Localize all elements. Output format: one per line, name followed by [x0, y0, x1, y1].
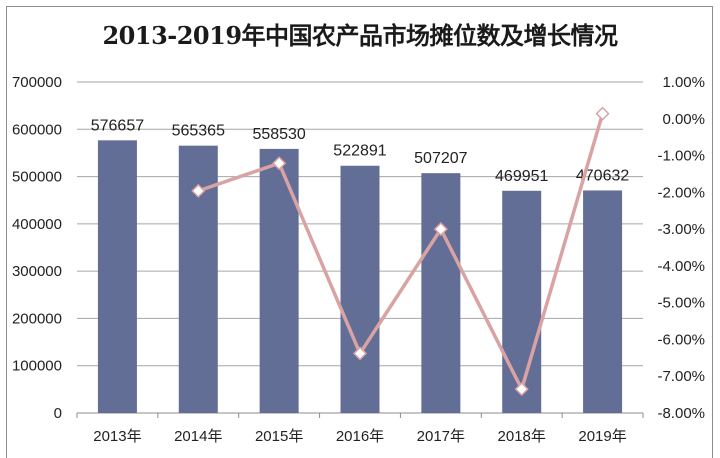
right-axis-tick: -8.00% — [657, 405, 705, 422]
right-axis-tick: -3.00% — [657, 221, 705, 238]
bar-data-label: 522891 — [333, 143, 386, 160]
left-axis-tick: 100000 — [12, 358, 62, 375]
bar-data-label: 558530 — [252, 126, 305, 143]
diamond-marker-icon — [514, 382, 529, 397]
right-axis-tick: -4.00% — [657, 258, 705, 275]
left-axis-tick: 300000 — [12, 263, 62, 280]
chart-frame — [6, 6, 713, 458]
right-axis-tick: -5.00% — [657, 295, 705, 312]
diamond-marker-icon — [595, 106, 610, 121]
left-axis-tick: 700000 — [12, 74, 62, 91]
left-axis-tick: 0 — [54, 405, 62, 422]
right-axis-tick: 1.00% — [662, 74, 705, 91]
bar-2017年 — [421, 173, 461, 413]
bar-2018年 — [502, 190, 542, 413]
diamond-marker-icon — [352, 346, 368, 361]
bar-2016年 — [340, 165, 380, 413]
x-axis-category-label: 2019年 — [578, 428, 626, 445]
x-axis-category-label: 2016年 — [336, 428, 384, 445]
bar-2015年 — [259, 148, 299, 414]
bar-data-label: 469951 — [495, 168, 548, 185]
x-axis-category-label: 2017年 — [417, 428, 465, 445]
diamond-marker-icon — [191, 183, 206, 198]
left-axis-tick: 400000 — [12, 216, 62, 233]
chart-title: 2013-2019年中国农产品市场摊位数及增长情况 — [102, 21, 618, 50]
bar-data-label: 576657 — [91, 117, 144, 134]
growth-rate-line — [197, 113, 605, 391]
x-axis-category-label: 2013年 — [93, 428, 141, 445]
bar-2013年 — [97, 140, 137, 414]
right-axis-tick: -1.00% — [657, 148, 705, 165]
x-axis-category-label: 2018年 — [498, 428, 546, 445]
right-axis-tick: 0.00% — [662, 111, 705, 128]
x-axis-category-label: 2015年 — [255, 428, 303, 445]
bar-data-label: 507207 — [414, 150, 467, 167]
right-axis-tick: -7.00% — [657, 368, 705, 385]
diamond-marker-icon — [272, 156, 287, 171]
right-axis-tick: -6.00% — [657, 331, 705, 348]
diamond-marker-icon — [433, 222, 448, 237]
right-axis-tick: -2.00% — [657, 184, 705, 201]
bar-data-label: 565365 — [172, 123, 225, 140]
bar-2019年 — [583, 190, 623, 413]
left-axis-tick: 600000 — [12, 121, 62, 138]
bar-data-label: 470632 — [576, 167, 629, 184]
x-axis-category-label: 2014年 — [174, 428, 222, 445]
left-axis-tick: 200000 — [12, 310, 62, 327]
left-axis-tick: 500000 — [12, 169, 62, 186]
